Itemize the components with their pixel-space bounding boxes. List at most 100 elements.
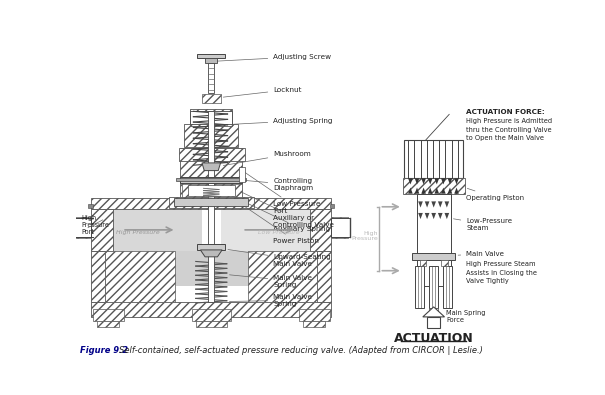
Bar xyxy=(191,111,232,124)
Bar xyxy=(429,266,439,308)
Bar xyxy=(428,317,440,328)
Bar xyxy=(91,209,113,252)
Bar xyxy=(178,147,244,162)
Text: Low Pressure: Low Pressure xyxy=(258,230,299,235)
Text: High Pressure is Admitted: High Pressure is Admitted xyxy=(466,118,552,124)
Bar xyxy=(205,58,217,63)
Text: Adjusting Spring: Adjusting Spring xyxy=(234,118,333,124)
Bar xyxy=(93,309,123,321)
Polygon shape xyxy=(448,178,453,184)
Bar xyxy=(74,217,91,238)
Bar xyxy=(197,244,225,250)
Bar xyxy=(177,178,246,181)
Text: Self-contained, self-actuated pressure reducing valve. (Adapted from CIRCOR | Le: Self-contained, self-actuated pressure r… xyxy=(119,346,483,355)
Bar xyxy=(91,301,332,317)
Bar xyxy=(91,252,105,301)
Polygon shape xyxy=(448,188,453,194)
Bar xyxy=(420,260,426,266)
Bar xyxy=(180,177,242,183)
Polygon shape xyxy=(423,307,445,317)
Bar xyxy=(169,197,254,207)
Bar xyxy=(88,205,93,207)
Text: ACTUATION: ACTUATION xyxy=(394,332,474,345)
Text: Low-Pressure
Steam: Low-Pressure Steam xyxy=(454,218,512,231)
Bar xyxy=(429,308,439,324)
Bar xyxy=(73,218,91,237)
Text: thru the Controlling Valve: thru the Controlling Valve xyxy=(466,127,552,133)
Bar xyxy=(332,217,348,238)
Bar xyxy=(403,178,465,194)
Bar xyxy=(221,209,330,252)
Bar xyxy=(417,194,451,286)
Polygon shape xyxy=(421,188,426,194)
Bar xyxy=(208,111,214,301)
Text: to Open the Main Valve: to Open the Main Valve xyxy=(466,135,544,141)
Polygon shape xyxy=(434,178,439,184)
Text: Valve Tightly: Valve Tightly xyxy=(466,278,509,284)
Text: Auxiliary Spring: Auxiliary Spring xyxy=(223,192,330,232)
Polygon shape xyxy=(431,213,436,219)
Text: Adjusting Screw: Adjusting Screw xyxy=(217,54,332,61)
Text: Main Spring
Force: Main Spring Force xyxy=(446,310,486,324)
Bar xyxy=(442,260,448,266)
Text: Controlling
Diaphragm: Controlling Diaphragm xyxy=(241,178,313,191)
Polygon shape xyxy=(445,213,449,219)
Text: Auxiliary or
Controlling Valve: Auxiliary or Controlling Valve xyxy=(241,192,334,228)
Bar xyxy=(239,167,246,182)
Polygon shape xyxy=(200,250,222,257)
Polygon shape xyxy=(454,188,459,194)
Polygon shape xyxy=(445,201,449,207)
Bar xyxy=(182,184,242,198)
Text: High
Pressure
Port: High Pressure Port xyxy=(82,215,110,235)
Bar xyxy=(208,58,214,93)
Text: Main Valve: Main Valve xyxy=(458,251,504,257)
Bar xyxy=(188,185,235,196)
Polygon shape xyxy=(421,178,426,184)
Polygon shape xyxy=(428,178,433,184)
Text: Low Pressure
Port: Low Pressure Port xyxy=(244,172,321,214)
Text: Operating Piston: Operating Piston xyxy=(466,188,525,201)
Text: Power Piston: Power Piston xyxy=(241,204,319,245)
Bar xyxy=(91,198,332,209)
Bar xyxy=(184,124,238,147)
Bar xyxy=(304,321,325,327)
Bar xyxy=(310,209,332,252)
Text: Figure 9.2: Figure 9.2 xyxy=(79,346,128,355)
Text: Mushroom: Mushroom xyxy=(223,150,311,166)
Polygon shape xyxy=(425,213,430,219)
Text: ACTUATION FORCE:: ACTUATION FORCE: xyxy=(466,109,545,115)
Bar xyxy=(415,266,424,308)
Bar xyxy=(404,140,463,178)
Bar xyxy=(180,147,242,198)
Bar xyxy=(443,266,453,308)
Polygon shape xyxy=(408,178,413,184)
Polygon shape xyxy=(414,188,419,194)
Text: High Pressure Steam: High Pressure Steam xyxy=(466,261,535,267)
Polygon shape xyxy=(418,213,423,219)
Polygon shape xyxy=(441,188,446,194)
Text: High Pressure: High Pressure xyxy=(116,230,160,235)
Bar xyxy=(330,205,335,207)
Text: High
Pressure: High Pressure xyxy=(351,231,378,241)
Polygon shape xyxy=(441,178,446,184)
Polygon shape xyxy=(418,201,423,207)
Bar xyxy=(247,252,318,301)
Polygon shape xyxy=(202,163,221,171)
Text: Assists in Closing the: Assists in Closing the xyxy=(466,270,537,276)
Text: Upward-Seating
Main Valve: Upward-Seating Main Valve xyxy=(228,250,331,267)
Bar xyxy=(97,321,119,327)
Bar xyxy=(412,253,456,260)
Polygon shape xyxy=(438,201,443,207)
Polygon shape xyxy=(454,178,459,184)
Bar xyxy=(191,109,232,126)
Bar xyxy=(93,252,330,286)
Text: Main Valve
Spring: Main Valve Spring xyxy=(229,275,312,288)
Polygon shape xyxy=(197,54,225,58)
Bar xyxy=(93,209,202,252)
Bar xyxy=(318,252,332,301)
Bar xyxy=(202,94,221,103)
Polygon shape xyxy=(431,201,436,207)
Bar xyxy=(105,252,175,301)
Text: Main Valve
Spring: Main Valve Spring xyxy=(229,294,312,307)
Bar xyxy=(196,321,227,327)
